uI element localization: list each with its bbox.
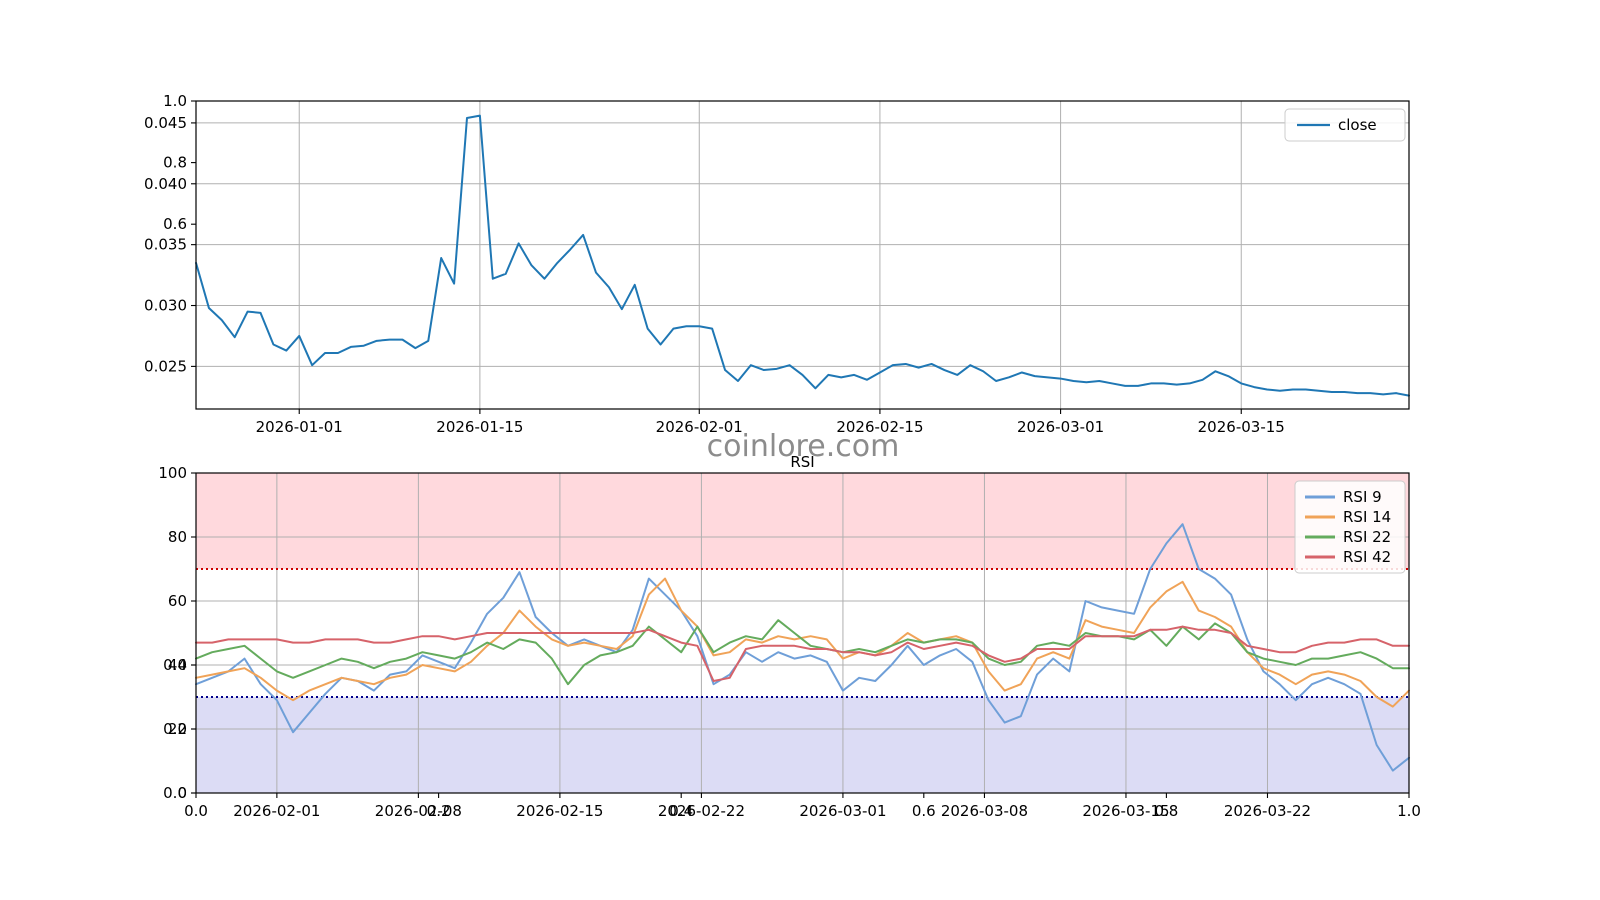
rsi-x-tick-label: 2026-02-01 — [233, 802, 320, 820]
legend-label-close: close — [1338, 116, 1377, 134]
rsi-secondary-x-axis-ticks: 0.0 0.2 0.4 0.6 0.8 1.0 — [184, 793, 1421, 820]
rsi-threshold-lines — [196, 568, 1409, 698]
price-y-tick-label: 0.040 — [144, 175, 187, 193]
rsi-secondary-x-tick-label: 0.0 — [184, 802, 208, 820]
price-line-close — [195, 114, 1410, 397]
price-x-tick-label: 2026-02-15 — [836, 418, 923, 436]
price-secondary-y-tick-label: 0.8 — [163, 154, 187, 172]
rsi-gridlines — [196, 473, 1409, 793]
rsi-axes-frame — [195, 472, 1410, 794]
rsi-secondary-x-tick-label: 1.0 — [1397, 802, 1421, 820]
price-axis-spines — [195, 100, 1410, 410]
legend-label-rsi-42: RSI 42 — [1343, 548, 1391, 566]
rsi-x-tick-label: 2026-03-15 — [1082, 802, 1169, 820]
legend-label-rsi-9: RSI 9 — [1343, 488, 1382, 506]
legend-background — [1284, 108, 1406, 142]
rsi-y-tick-label: 40 — [168, 656, 187, 674]
price-gridlines — [196, 101, 1409, 409]
price-x-tick-label: 2026-01-15 — [436, 418, 523, 436]
rsi-x-tick-label: 2026-03-22 — [1224, 802, 1311, 820]
legend-label-rsi-14: RSI 14 — [1343, 508, 1391, 526]
price-secondary-y-tick-label: 1.0 — [163, 92, 187, 110]
rsi-y-tick-label: 100 — [158, 464, 187, 482]
rsi-axis-spines — [195, 472, 1410, 794]
rsi-x-tick-label: 2026-02-08 — [375, 802, 462, 820]
rsi-line-9 — [195, 523, 1410, 772]
price-series-group — [195, 114, 1410, 397]
price-x-tick-label: 2026-01-01 — [256, 418, 343, 436]
rsi-secondary-x-tick-label: 0.2 — [427, 802, 451, 820]
rsi-y-tick-label: 60 — [168, 592, 187, 610]
price-secondary-y-tick-label: 0.6 — [163, 215, 187, 233]
price-x-tick-label: 2026-03-01 — [1017, 418, 1104, 436]
rsi-secondary-x-tick-label: 0.6 — [912, 802, 936, 820]
rsi-x-tick-label: 2026-03-01 — [799, 802, 886, 820]
legend-background — [1294, 480, 1406, 574]
rsi-secondary-x-tick-label: 0.8 — [1154, 802, 1178, 820]
rsi-y-tick-label: 0 — [177, 784, 187, 802]
price-x-tick-label: 2026-03-15 — [1198, 418, 1285, 436]
price-chart-axes: 0.025 0.030 0.035 0.040 0.045 0.6 0.8 1.0 2026… — [144, 92, 1410, 436]
rsi-secondary-y-tick-label: 0.2 — [163, 720, 187, 738]
rsi-y-axis-ticks: 0 20 40 60 80 100 — [158, 464, 196, 802]
rsi-y-tick-label: 80 — [168, 528, 187, 546]
price-x-axis-ticks: 2026-01-01 2026-01-15 2026-02-01 2026-02-15… — [256, 409, 1285, 436]
price-chart-legend[interactable]: close — [1284, 108, 1406, 142]
price-y-axis-ticks: 0.025 0.030 0.035 0.040 0.045 — [144, 114, 196, 375]
price-y-tick-label: 0.025 — [144, 357, 187, 375]
rsi-secondary-y-tick-label: 0.4 — [163, 656, 187, 674]
price-plot-background — [196, 101, 1409, 409]
price-x-tick-label: 2026-02-01 — [656, 418, 743, 436]
rsi-secondary-x-tick-label: 0.4 — [669, 802, 693, 820]
oversold-band — [196, 697, 1409, 793]
rsi-series-group — [195, 523, 1410, 772]
price-y-tick-label: 0.030 — [144, 297, 187, 315]
rsi-line-14 — [195, 577, 1410, 708]
rsi-secondary-y-axis-ticks: 0.0 0.2 0.4 — [163, 656, 196, 802]
rsi-x-axis-ticks: 2026-02-01 2026-02-08 2026-02-15 2026-02-22… — [233, 793, 1311, 820]
price-axes-frame — [195, 100, 1410, 410]
rsi-x-tick-label: 2026-03-08 — [941, 802, 1028, 820]
rsi-line-42 — [195, 625, 1410, 682]
legend-label-rsi-22: RSI 22 — [1343, 528, 1391, 546]
price-secondary-y-axis-ticks: 0.6 0.8 1.0 — [163, 92, 196, 233]
price-y-tick-label: 0.045 — [144, 114, 187, 132]
rsi-x-tick-label: 2026-02-22 — [658, 802, 745, 820]
rsi-y-tick-label: 20 — [168, 720, 187, 738]
rsi-line-22 — [195, 619, 1410, 686]
price-y-tick-label: 0.035 — [144, 236, 187, 254]
rsi-chart-title: RSI — [790, 453, 814, 471]
overbought-band — [196, 473, 1409, 569]
rsi-chart-legend[interactable]: RSI 9 RSI 14 RSI 22 RSI 42 — [1294, 480, 1406, 574]
watermark-coinlore: coinlore.com — [707, 429, 900, 464]
rsi-x-tick-label: 2026-02-15 — [516, 802, 603, 820]
rsi-threshold-bands — [196, 473, 1409, 793]
rsi-secondary-y-tick-label: 0.0 — [163, 784, 187, 802]
